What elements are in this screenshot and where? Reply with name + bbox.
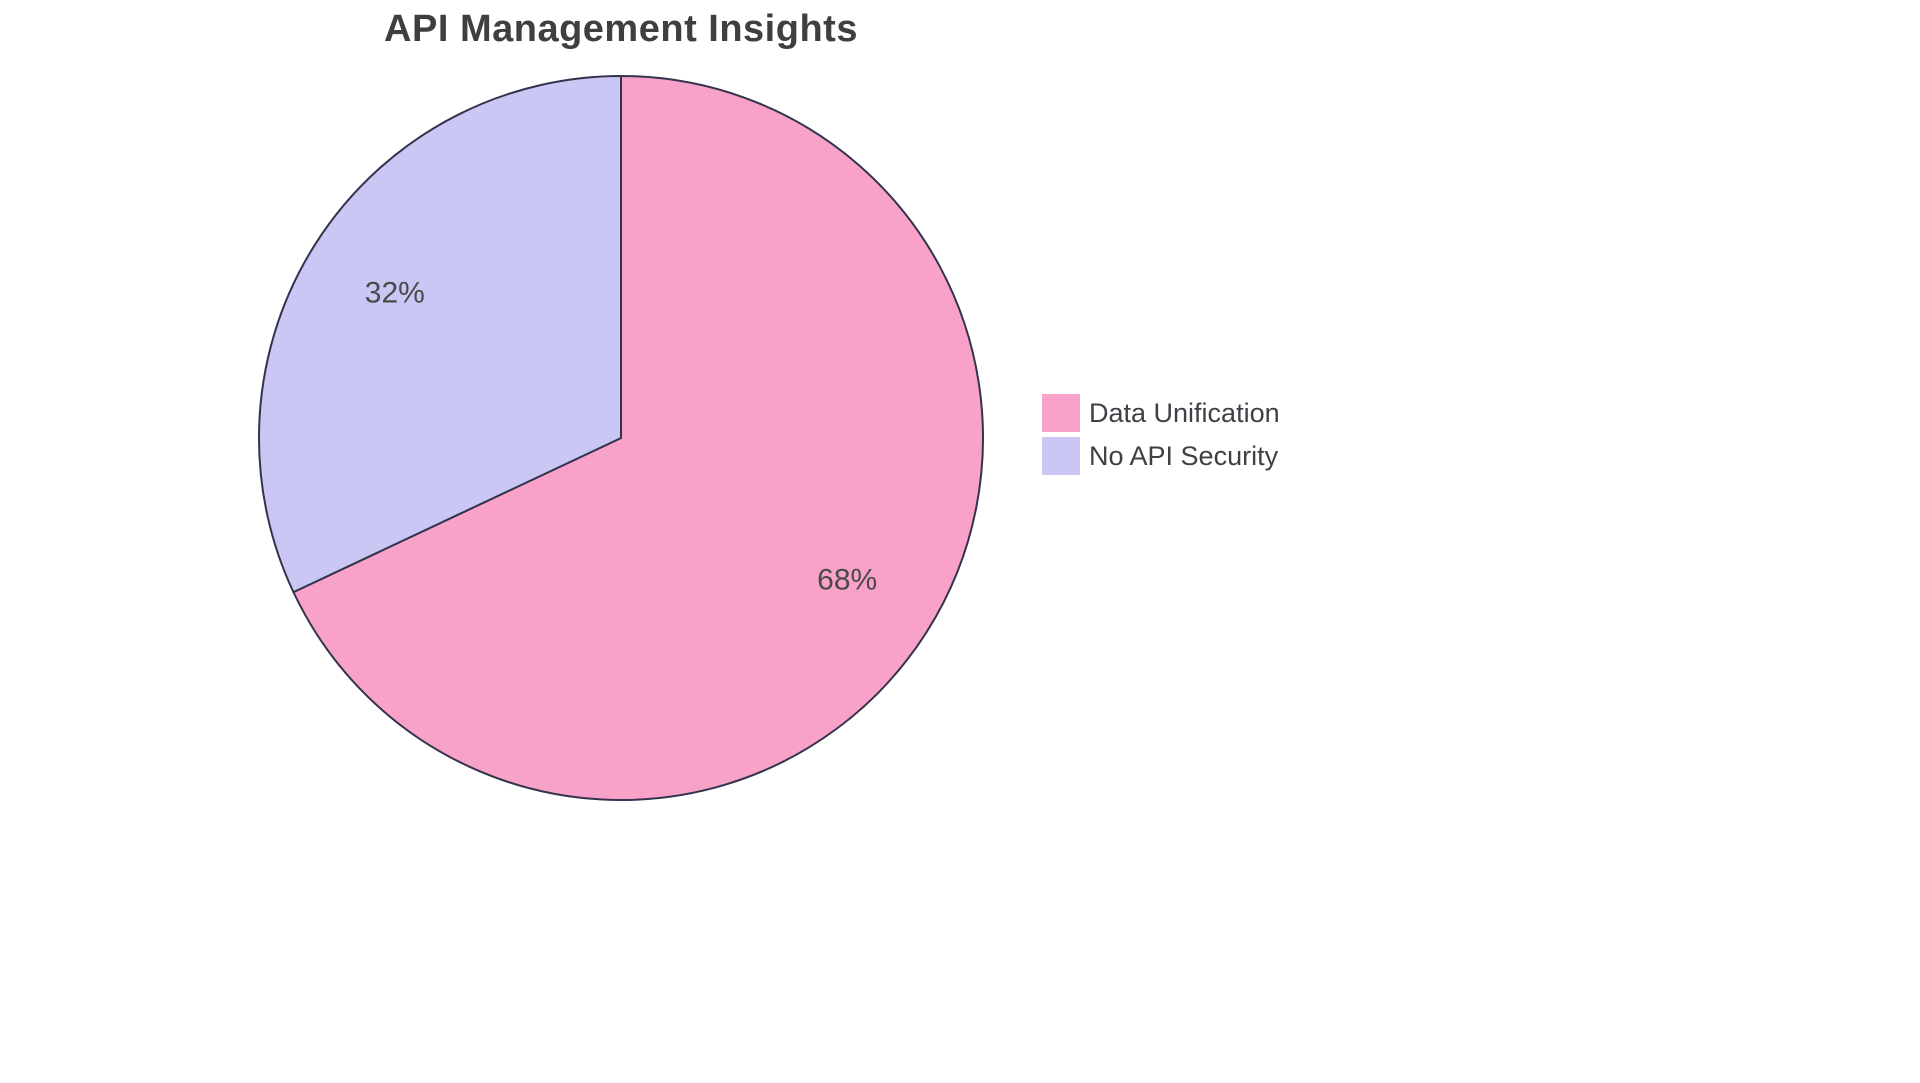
legend-swatch xyxy=(1042,437,1080,475)
legend-item: Data Unification xyxy=(1042,394,1280,432)
pie-chart: 68% 32% xyxy=(257,75,984,801)
legend: Data Unification No API Security xyxy=(1042,394,1280,475)
pie-slice-0 xyxy=(292,75,984,801)
legend-item: No API Security xyxy=(1042,437,1280,475)
pie-slice-label: 68% xyxy=(817,563,877,596)
legend-label: No API Security xyxy=(1089,441,1279,471)
chart-title: API Management Insights xyxy=(384,8,858,50)
pie-slice-1 xyxy=(257,75,622,594)
pie-slice-label: 32% xyxy=(365,276,425,309)
legend-swatch xyxy=(1042,394,1080,432)
legend-label: Data Unification xyxy=(1089,398,1280,428)
